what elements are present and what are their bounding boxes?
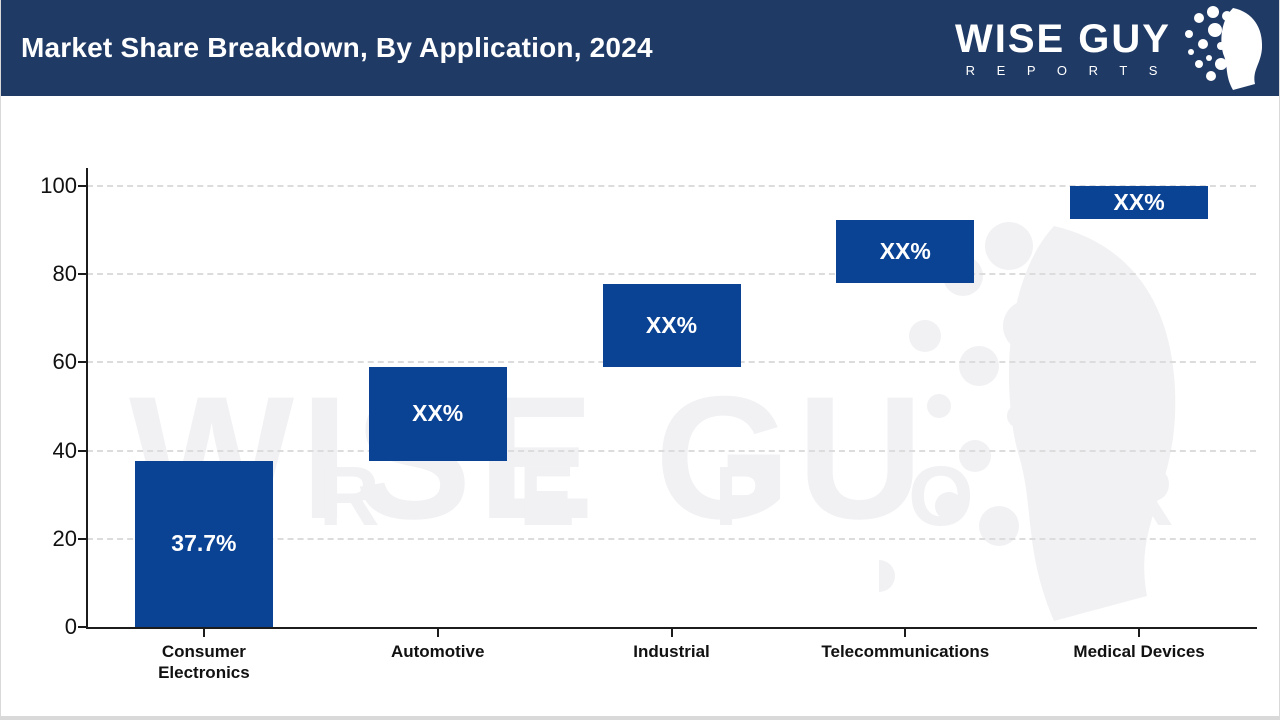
bar-value-label: XX%: [879, 237, 931, 264]
x-axis-line: [86, 627, 1257, 629]
y-tick-0: [78, 626, 86, 628]
x-tick-3: [904, 629, 907, 637]
x-category-label: Consumer Electronics: [158, 642, 250, 683]
x-category-label: Industrial: [633, 642, 710, 661]
bar-value-label: 37.7%: [171, 530, 237, 557]
bar-value-label: XX%: [1113, 189, 1165, 216]
brand-head-icon: [1185, 6, 1263, 90]
bar-medical-devices: XX%: [1070, 186, 1209, 220]
y-tick-label-20: 20: [52, 525, 77, 551]
x-tick-2: [670, 629, 673, 637]
bar-telecommunications: XX%: [836, 219, 975, 284]
y-tick-label-40: 40: [52, 437, 77, 463]
y-tick-label-100: 100: [40, 173, 77, 198]
gridline-40: [87, 449, 1256, 452]
x-category-label: Telecommunications: [821, 642, 990, 661]
brand-logo: WISE GUY R E P O R T S: [955, 4, 1279, 92]
bar-automotive: XX%: [368, 366, 507, 461]
gridline-80: [87, 273, 1256, 276]
y-tick-100: [78, 185, 86, 187]
y-tick-80: [78, 273, 86, 276]
brand-subname: R E P O R T S: [965, 63, 1167, 78]
bar-value-label: XX%: [645, 312, 698, 339]
gridline-100: [87, 185, 1256, 187]
y-axis-line: [86, 168, 88, 629]
bar-value-label: XX%: [412, 400, 464, 427]
watermark-head-icon: [879, 222, 1176, 621]
y-tick-label-0: 0: [64, 614, 77, 639]
x-tick-4: [1138, 629, 1141, 637]
y-tick-60: [78, 361, 86, 364]
x-category-label: Automotive: [390, 642, 485, 661]
brand-logo-text: WISE GUY R E P O R T S: [955, 19, 1171, 77]
x-tick-1: [436, 629, 439, 637]
y-tick-40: [78, 449, 86, 452]
brand-name: WISE GUY: [954, 17, 1171, 61]
gridline-20: [87, 537, 1256, 540]
header-bar: Market Share Breakdown, By Application, …: [1, 0, 1279, 96]
x-tick-0: [202, 629, 205, 637]
y-tick-label-60: 60: [52, 349, 77, 375]
x-category-label: Medical Devices: [1073, 642, 1205, 661]
bar-consumer-electronics: 37.7%: [134, 460, 273, 627]
bar-industrial: XX%: [602, 284, 741, 367]
page-title: Market Share Breakdown, By Application, …: [21, 32, 653, 63]
y-tick-label-80: 80: [52, 261, 77, 287]
y-tick-20: [78, 537, 86, 540]
waterfall-chart: WISE GU R E P O R 0 20 40 60 80 100 37.7% Consu…: [1, 96, 1279, 716]
